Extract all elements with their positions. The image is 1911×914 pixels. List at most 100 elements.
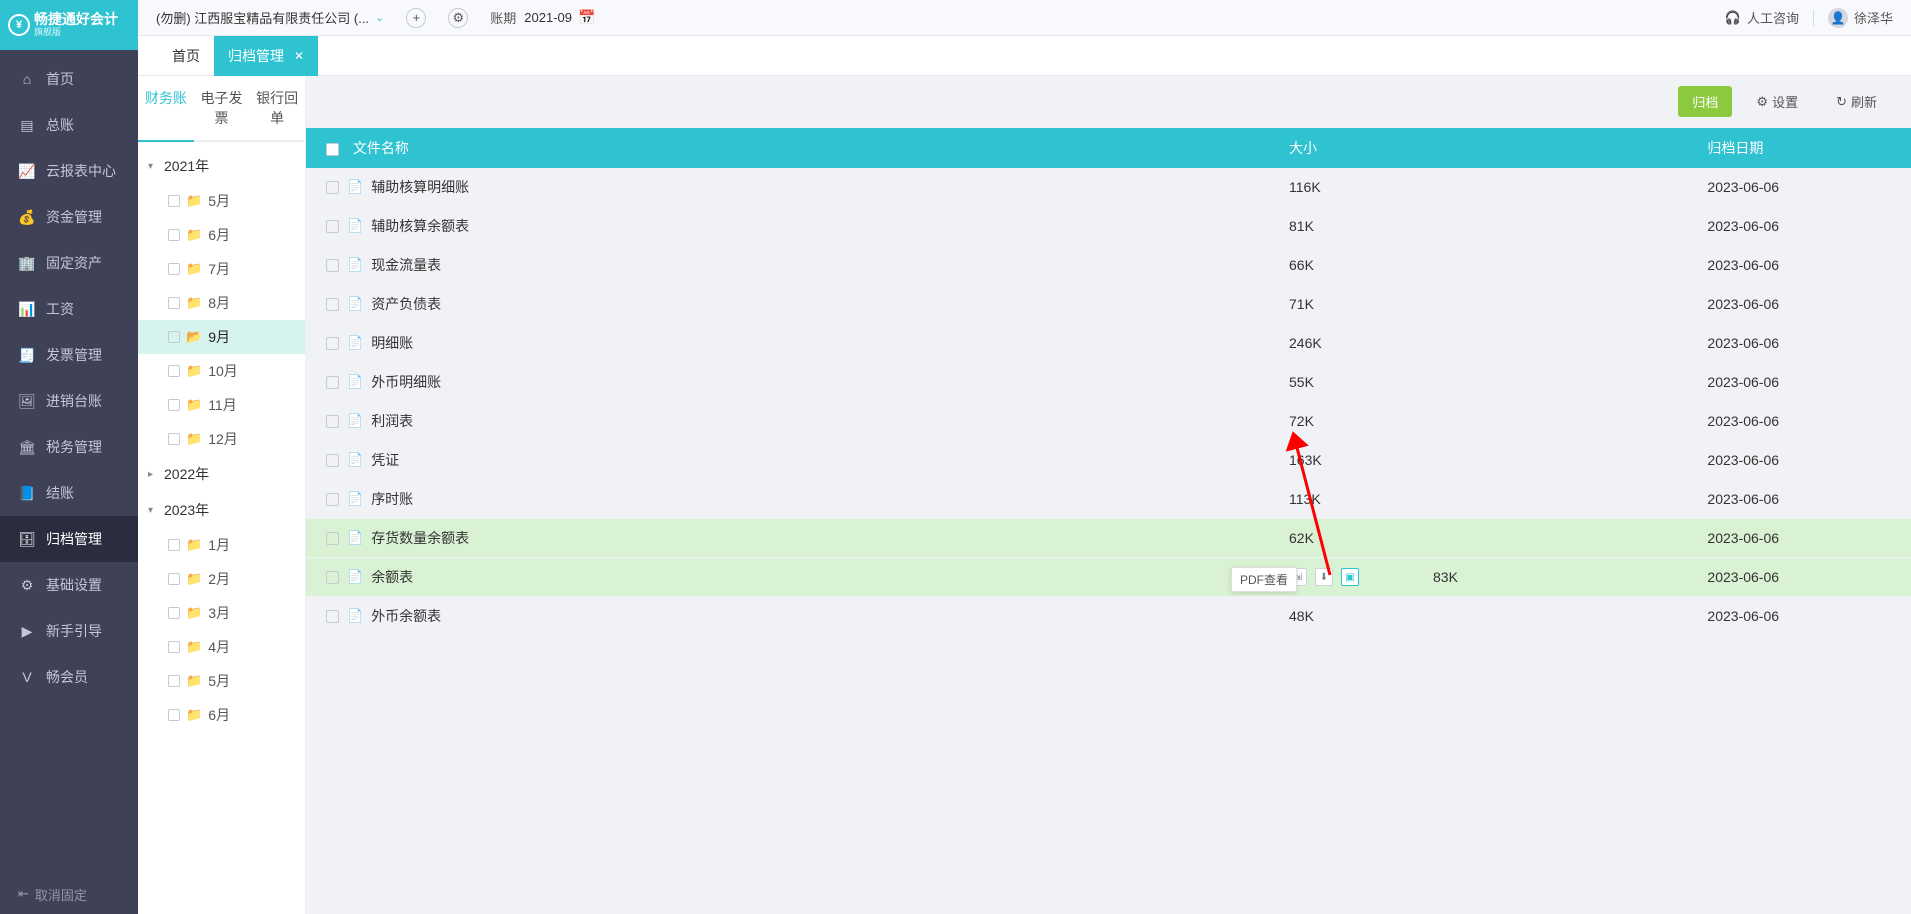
table-row-selected[interactable]: 📄 余额表 ⇲ ⬇ ▣ PDF查看 83K 2023-06-06	[306, 558, 1911, 597]
pdf-view-icon[interactable]: ▣	[1341, 568, 1359, 586]
tree-month-2021-10[interactable]: 📁 10月	[138, 354, 305, 388]
sidebar-item-fixedassets[interactable]: 🏢 固定资产	[0, 240, 138, 286]
company-selector[interactable]: (勿删) 江西服宝精品有限责任公司 (... ⌄	[156, 8, 384, 27]
close-tab-icon[interactable]: ✕	[294, 49, 304, 63]
checkbox-icon[interactable]	[168, 365, 180, 377]
row-checkbox[interactable]	[326, 532, 339, 545]
row-checkbox[interactable]	[326, 259, 339, 272]
folder-icon: 📁	[186, 193, 202, 209]
archive-button[interactable]: 归档	[1678, 86, 1732, 117]
tree-month-2021-06[interactable]: 📁 6月	[138, 218, 305, 252]
sidebar-item-closebooks[interactable]: 📘 结账	[0, 470, 138, 516]
table-row[interactable]: 📄 存货数量余额表 62K 2023-06-06	[306, 519, 1911, 558]
row-checkbox[interactable]	[326, 454, 339, 467]
tab-bank-receipt[interactable]: 银行回单	[249, 76, 305, 140]
sidebar-unpin-button[interactable]: ⇤ 取消固定	[0, 874, 138, 914]
add-button[interactable]: +	[406, 8, 426, 28]
tree-month-2021-12[interactable]: 📁 12月	[138, 422, 305, 456]
sidebar-item-settings[interactable]: ⚙ 基础设置	[0, 562, 138, 608]
checkbox-icon[interactable]	[168, 263, 180, 275]
checkbox-icon[interactable]	[168, 641, 180, 653]
table-row[interactable]: 📄 利润表 72K 2023-06-06	[306, 402, 1911, 441]
table-row[interactable]: 📄 凭证 163K 2023-06-06	[306, 441, 1911, 480]
sidebar-item-archive[interactable]: 🗄 归档管理	[0, 516, 138, 562]
sidebar-item-ledger[interactable]: ▤ 总账	[0, 102, 138, 148]
table-row[interactable]: 📄 外币余额表 48K 2023-06-06	[306, 597, 1911, 636]
row-checkbox[interactable]	[326, 337, 339, 350]
sidebar-item-salary[interactable]: 📊 工资	[0, 286, 138, 332]
row-checkbox[interactable]	[326, 610, 339, 623]
checkbox-icon[interactable]	[168, 229, 180, 241]
checkbox-icon[interactable]	[168, 399, 180, 411]
file-icon: 📄	[347, 491, 363, 507]
tree-month-2023-03[interactable]: 📁 3月	[138, 596, 305, 630]
sidebar-item-invoice[interactable]: 🧾 发票管理	[0, 332, 138, 378]
chevron-right-icon: ▸	[148, 469, 160, 480]
checkbox-icon[interactable]	[168, 573, 180, 585]
row-checkbox[interactable]	[326, 220, 339, 233]
row-checkbox[interactable]	[326, 493, 339, 506]
table-row[interactable]: 📄 序时账 113K 2023-06-06	[306, 480, 1911, 519]
checkbox-icon[interactable]	[168, 297, 180, 309]
folder-icon: 📁	[186, 673, 202, 689]
tab-archive-management[interactable]: 归档管理 ✕	[214, 36, 318, 76]
table-row[interactable]: 📄 辅助核算余额表 81K 2023-06-06	[306, 207, 1911, 246]
user-menu[interactable]: 👤 徐泽华	[1828, 8, 1893, 28]
tree-month-2021-07[interactable]: 📁 7月	[138, 252, 305, 286]
app-title: 畅捷通好会计	[34, 12, 118, 27]
row-checkbox[interactable]	[326, 571, 339, 584]
checkbox-icon[interactable]	[168, 539, 180, 551]
chevron-down-icon: ▾	[148, 161, 160, 172]
sidebar-item-guide[interactable]: ▶ 新手引导	[0, 608, 138, 654]
calendar-icon[interactable]: 📅	[578, 9, 595, 26]
tree-month-2021-11[interactable]: 📁 11月	[138, 388, 305, 422]
tree-year-2022[interactable]: ▸ 2022年	[138, 456, 305, 492]
checkbox-icon[interactable]	[168, 709, 180, 721]
settings-button[interactable]: ⚙ 设置	[1742, 86, 1812, 117]
file-icon: 📄	[347, 530, 363, 546]
download-icon[interactable]: ⬇	[1315, 568, 1333, 586]
tree-month-2023-04[interactable]: 📁 4月	[138, 630, 305, 664]
table-row[interactable]: 📄 明细账 246K 2023-06-06	[306, 324, 1911, 363]
sidebar-item-home[interactable]: ⌂ 首页	[0, 56, 138, 102]
select-all-checkbox[interactable]	[326, 143, 339, 156]
tree-month-2021-08[interactable]: 📁 8月	[138, 286, 305, 320]
tab-home[interactable]: 首页	[158, 46, 214, 66]
checkbox-icon[interactable]	[168, 433, 180, 445]
settings-icon-button[interactable]: ⚙	[448, 8, 468, 28]
sidebar-item-funds[interactable]: 💰 资金管理	[0, 194, 138, 240]
table-row[interactable]: 📄 资产负债表 71K 2023-06-06	[306, 285, 1911, 324]
tree-month-2023-06[interactable]: 📁 6月	[138, 698, 305, 732]
tree-year-2023[interactable]: ▾ 2023年	[138, 492, 305, 528]
table-row[interactable]: 📄 外币明细账 55K 2023-06-06	[306, 363, 1911, 402]
file-table: 文件名称 大小 归档日期 📄 辅助核算明细账 116K 2023-06-06 📄 辅…	[306, 128, 1911, 636]
sidebar-item-cloudreport[interactable]: 📈 云报表中心	[0, 148, 138, 194]
checkbox-icon[interactable]	[168, 195, 180, 207]
tree-month-2023-02[interactable]: 📁 2月	[138, 562, 305, 596]
sidebar-item-stock[interactable]: 🖼 进销台账	[0, 378, 138, 424]
tab-financial-accounts[interactable]: 财务账	[138, 76, 194, 140]
folder-icon: 📁	[186, 707, 202, 723]
file-icon: 📄	[347, 413, 363, 429]
tab-electronic-invoice[interactable]: 电子发票	[194, 76, 250, 140]
refresh-button[interactable]: ↻ 刷新	[1822, 86, 1891, 117]
sidebar-item-tax[interactable]: 🏛 税务管理	[0, 424, 138, 470]
row-checkbox[interactable]	[326, 298, 339, 311]
table-row[interactable]: 📄 现金流量表 66K 2023-06-06	[306, 246, 1911, 285]
sidebar-item-member[interactable]: V 畅会员	[0, 654, 138, 700]
checkbox-icon[interactable]	[168, 607, 180, 619]
tree-month-2021-09[interactable]: 📂 9月	[138, 320, 305, 354]
tree-month-2023-05[interactable]: 📁 5月	[138, 664, 305, 698]
consult-button[interactable]: 🎧 人工咨询	[1725, 8, 1799, 27]
checkbox-icon[interactable]	[168, 675, 180, 687]
tree-year-2021[interactable]: ▾ 2021年	[138, 148, 305, 184]
tree-month-2021-05[interactable]: 📁 5月	[138, 184, 305, 218]
table-row[interactable]: 📄 辅助核算明细账 116K 2023-06-06	[306, 168, 1911, 207]
gear-icon: ⚙	[18, 576, 36, 594]
row-checkbox[interactable]	[326, 376, 339, 389]
tree-month-2023-01[interactable]: 📁 1月	[138, 528, 305, 562]
tree-panel: 财务账 电子发票 银行回单 ▾ 2021年 📁 5月 📁 6月 📁	[138, 76, 306, 914]
checkbox-icon[interactable]	[168, 331, 180, 343]
row-checkbox[interactable]	[326, 181, 339, 194]
row-checkbox[interactable]	[326, 415, 339, 428]
